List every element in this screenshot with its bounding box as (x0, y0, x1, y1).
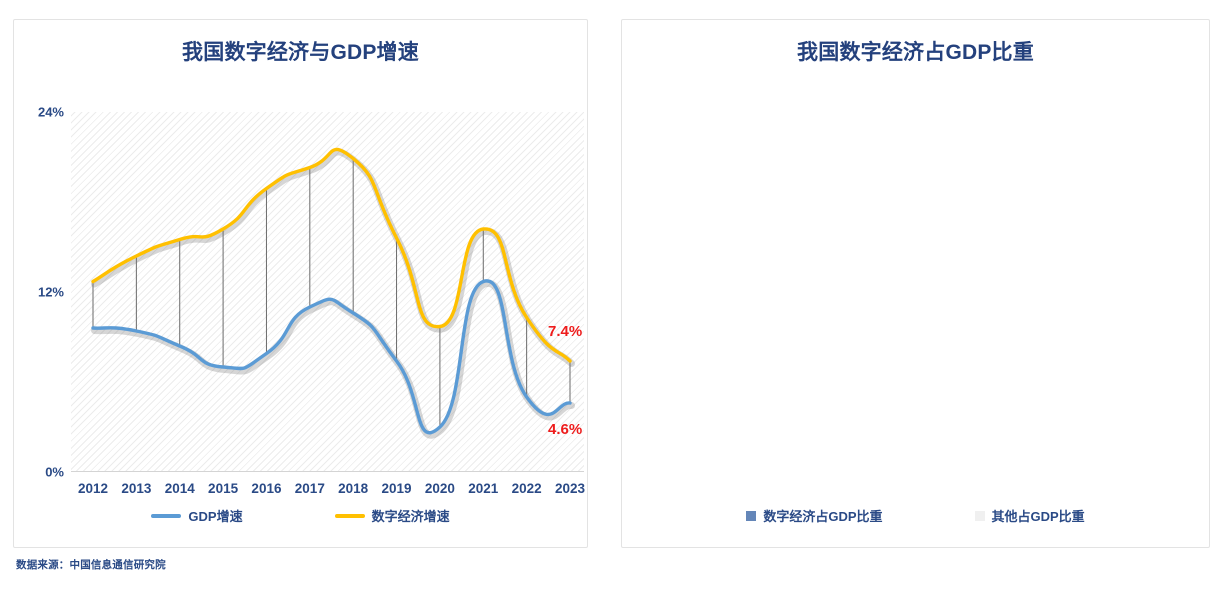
right-legend: 数字经济占GDP比重 其他占GDP比重 (622, 506, 1209, 525)
y-axis-tick-label: 12% (37, 284, 64, 300)
legend-label-digital-share: 数字经济占GDP比重 (763, 509, 883, 524)
source-note: 数据来源：中国信息通信研究院 (16, 559, 166, 571)
x-axis-tick-label: 2015 (208, 481, 239, 496)
left-plot-area: 0% 12% 24% 2012 2013 2014 2015 2016 2017 2018 2019… (38, 105, 585, 497)
legend-item-gdp[interactable]: GDP增速 (151, 506, 243, 525)
left-chart-title: 我国数字经济与GDP增速 (182, 41, 419, 64)
line-swatch-icon (334, 513, 365, 518)
left-chart-panel: 我国数字经济与GDP增速 0% 12% 24% 2012 2013 2014 2015 201… (13, 19, 588, 548)
square-swatch-icon (974, 510, 985, 521)
y-axis-tick-label: 0% (45, 464, 64, 480)
square-swatch-icon (746, 510, 757, 521)
left-x-axis-line (71, 471, 584, 472)
legend-item-digital-share[interactable]: 数字经济占GDP比重 (746, 506, 883, 525)
right-chart-panel: 我国数字经济占GDP比重 0%20%40%60%80%100%201220132… (621, 19, 1210, 548)
legend-item-digital[interactable]: 数字经济增速 (334, 506, 450, 525)
x-axis-tick-label: 2012 (77, 481, 109, 496)
legend-label-digital: 数字经济增速 (371, 509, 450, 524)
line-swatch-icon (151, 513, 182, 518)
x-axis-tick-label: 2014 (164, 481, 195, 496)
x-axis-tick-label: 2017 (294, 481, 325, 496)
x-axis-tick-label: 2020 (424, 481, 455, 496)
x-axis-tick-label: 2019 (381, 481, 412, 496)
x-axis-tick-label: 2016 (251, 481, 282, 496)
left-line-svg (91, 147, 575, 439)
x-axis-tick-label: 2013 (121, 481, 152, 496)
x-axis-tick-label: 2023 (554, 481, 586, 496)
x-axis-tick-label: 2021 (468, 481, 499, 496)
legend-label-gdp: GDP增速 (188, 509, 243, 524)
x-axis-tick-label: 2018 (338, 481, 369, 496)
x-axis-tick-label: 2022 (511, 481, 542, 496)
left-legend: GDP增速 数字经济增速 (14, 506, 587, 525)
y-axis-tick-label: 24% (37, 104, 64, 120)
legend-item-other-share[interactable]: 其他占GDP比重 (974, 506, 1085, 525)
gdp-growth-line-shadow (91, 280, 575, 439)
digital-economy-growth-line-shadow (91, 148, 575, 367)
data-label-gdp-2023: 4.6% (548, 421, 583, 438)
data-label-digital-2023: 7.4% (548, 323, 583, 340)
right-chart-title: 我国数字经济占GDP比重 (797, 41, 1034, 64)
legend-label-other-share: 其他占GDP比重 (991, 509, 1085, 524)
gdp-growth-line (91, 279, 572, 435)
digital-economy-growth-line (91, 147, 572, 363)
